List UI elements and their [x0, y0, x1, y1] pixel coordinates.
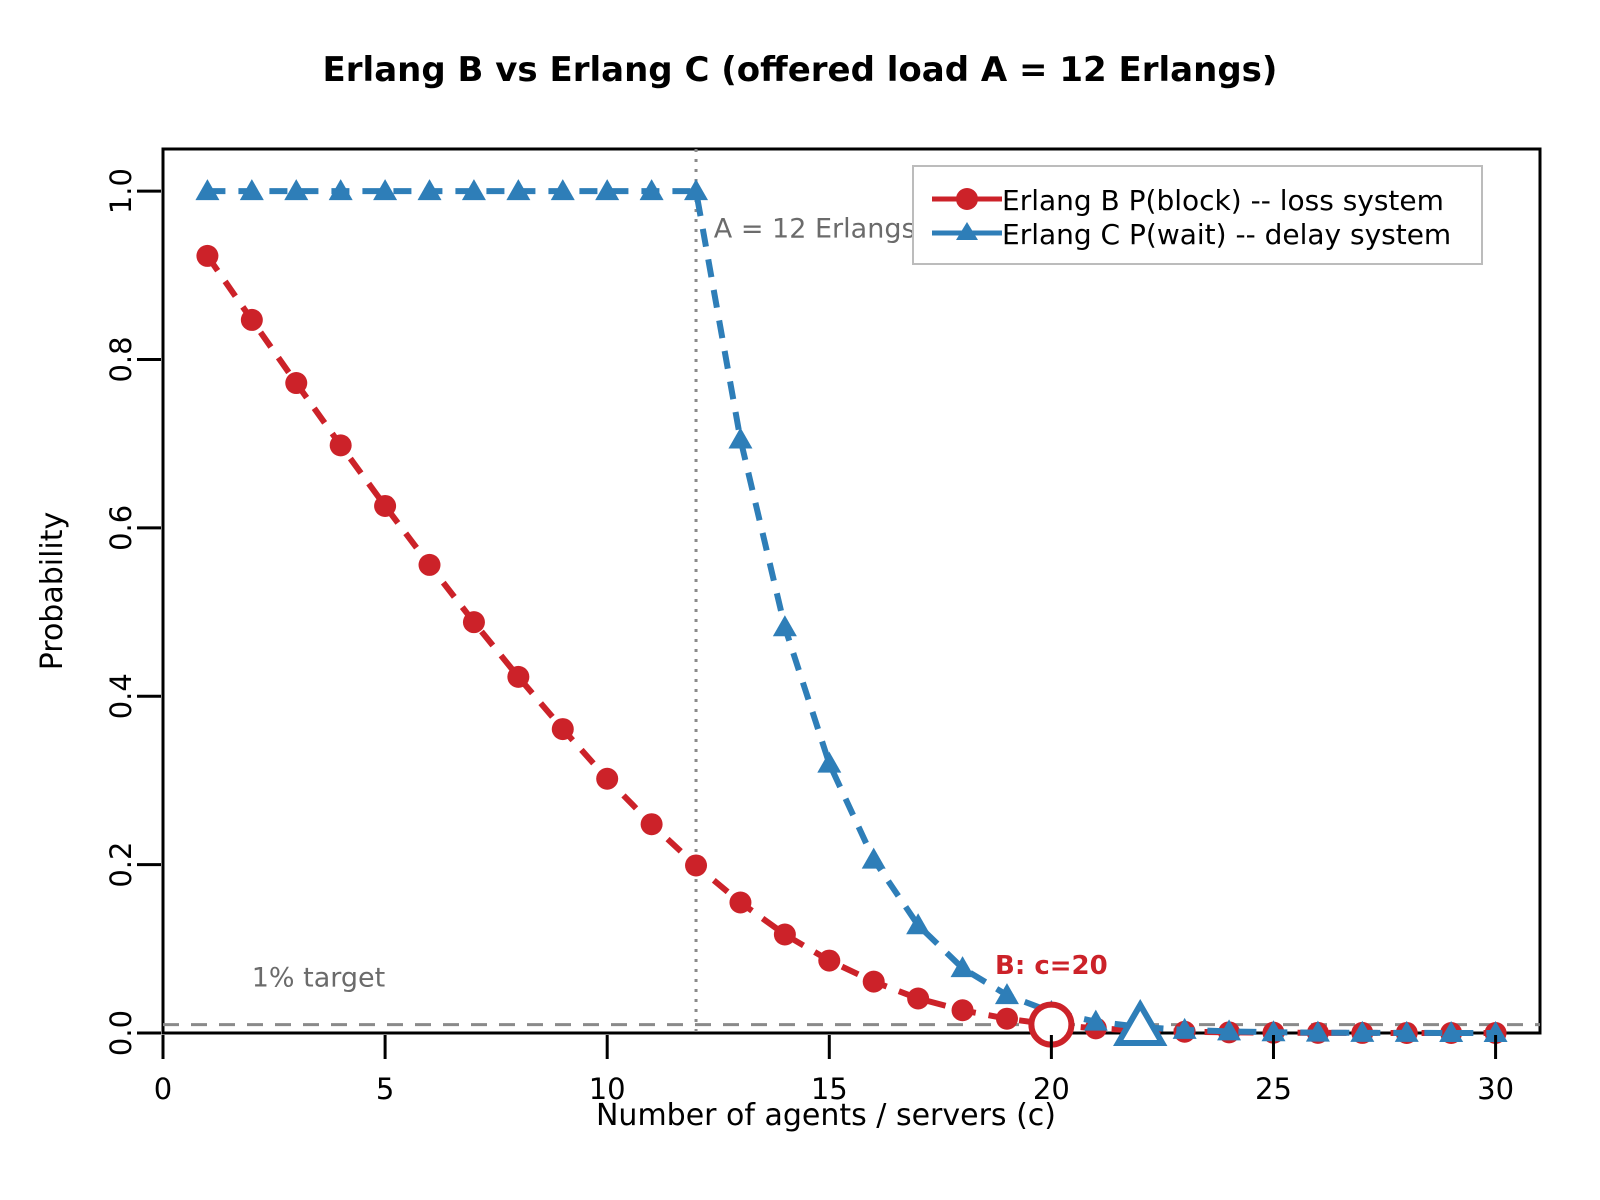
data-point-marker: [506, 179, 531, 201]
data-point-marker: [1439, 1020, 1464, 1042]
series-line: [207, 188, 1496, 1036]
data-point-marker: [1305, 1020, 1330, 1042]
data-point-marker: [728, 427, 753, 449]
legend-marker-triangle-icon: [956, 222, 978, 240]
x-tick-label: 10: [589, 1072, 626, 1106]
legend-entry-erlang-c[interactable]: Erlang C P(wait) -- delay system: [932, 218, 1451, 251]
data-series-layer: [195, 179, 1508, 1044]
data-point-marker: [239, 179, 264, 201]
data-point-marker: [329, 434, 352, 457]
data-point-marker: [285, 372, 308, 395]
data-point-marker: [1394, 1020, 1419, 1042]
series-erlang-b: [196, 244, 1507, 1044]
data-point-marker: [950, 956, 975, 978]
data-point-marker: [507, 665, 530, 688]
data-point-marker: [462, 611, 485, 634]
data-point-marker: [818, 949, 841, 972]
data-point-marker: [461, 179, 486, 201]
x-tick-label: 0: [154, 1072, 172, 1106]
data-point-marker: [906, 913, 931, 935]
legend-box: [912, 165, 1483, 265]
plot-frame: [161, 147, 1542, 1035]
data-point-marker: [862, 970, 885, 993]
reference-lines-group: [163, 149, 1540, 1033]
data-point-marker: [684, 179, 709, 201]
x-tick-label: 20: [1033, 1072, 1070, 1106]
series-line: [204, 254, 1496, 1036]
highlight-markers-layer: [1028, 998, 1168, 1048]
series-erlang-c: [195, 179, 1508, 1042]
data-point-marker: [551, 718, 574, 741]
one-percent-target-annotation: 1% target: [252, 963, 386, 994]
offered-load-annotation: A = 12 Erlangs: [714, 213, 916, 244]
data-point-marker: [550, 179, 575, 201]
data-point-marker: [374, 494, 397, 517]
y-tick-label: 1.0: [104, 168, 138, 214]
x-tick-label: 15: [811, 1072, 848, 1106]
data-point-marker: [772, 615, 797, 637]
data-point-marker: [639, 179, 664, 201]
data-point-marker: [240, 308, 263, 331]
legend-label-erlang-b: Erlang B P(block) -- loss system: [1002, 184, 1444, 217]
data-point-marker: [1217, 1019, 1242, 1041]
data-point-marker: [418, 553, 441, 576]
data-point-marker: [1261, 1020, 1286, 1042]
y-tick-label: 0.4: [104, 673, 138, 719]
data-point-marker: [595, 179, 620, 201]
axis-layer: 0 5 10 15 20 25 30 0.0 0.2 0.4 0.6 0.8 1.0: [104, 168, 1514, 1106]
data-point-marker: [1172, 1017, 1197, 1039]
legend-entry-erlang-b[interactable]: Erlang B P(block) -- loss system: [932, 184, 1444, 217]
erlang-c-highlight: [1113, 998, 1168, 1046]
x-tick-label: 30: [1477, 1072, 1514, 1106]
chart-title: Erlang B vs Erlang C (offered load A = 1…: [322, 50, 1278, 90]
data-point-marker: [1083, 1009, 1108, 1031]
y-tick-label: 0.6: [104, 505, 138, 551]
erlang-b-target-annotation: B: c=20: [995, 951, 1108, 981]
data-point-marker: [284, 179, 309, 201]
data-point-marker: [328, 179, 353, 201]
x-tick-label: 5: [376, 1072, 394, 1106]
data-point-marker: [773, 923, 796, 946]
y-tick-label: 0.2: [104, 842, 138, 888]
data-point-marker: [995, 1007, 1018, 1030]
data-point-marker: [1483, 1020, 1508, 1042]
x-axis-title: Number of agents / servers (c): [596, 1098, 1056, 1133]
legend-marker-circle-icon: [956, 188, 978, 210]
data-point-marker: [640, 813, 663, 836]
legend-label-erlang-c: Erlang C P(wait) -- delay system: [1002, 218, 1451, 251]
y-tick-label: 0.8: [104, 336, 138, 382]
data-point-marker: [861, 847, 886, 869]
data-point-marker: [596, 767, 619, 790]
data-point-marker: [729, 891, 752, 914]
chart-legend[interactable]: Erlang B P(block) -- loss system Erlang …: [912, 165, 1483, 265]
data-point-marker: [373, 179, 398, 201]
data-point-marker: [685, 854, 708, 877]
x-tick-label: 25: [1255, 1072, 1292, 1106]
data-point-marker: [1350, 1020, 1375, 1042]
data-point-marker: [994, 983, 1019, 1005]
y-tick-label: 0.0: [104, 1010, 138, 1056]
data-point-marker: [817, 751, 842, 773]
data-point-marker: [417, 179, 442, 201]
y-axis-title: Probability: [35, 512, 70, 671]
data-point-marker: [196, 244, 219, 267]
data-point-marker: [951, 999, 974, 1022]
data-point-marker: [907, 987, 930, 1010]
data-point-marker: [195, 179, 220, 201]
